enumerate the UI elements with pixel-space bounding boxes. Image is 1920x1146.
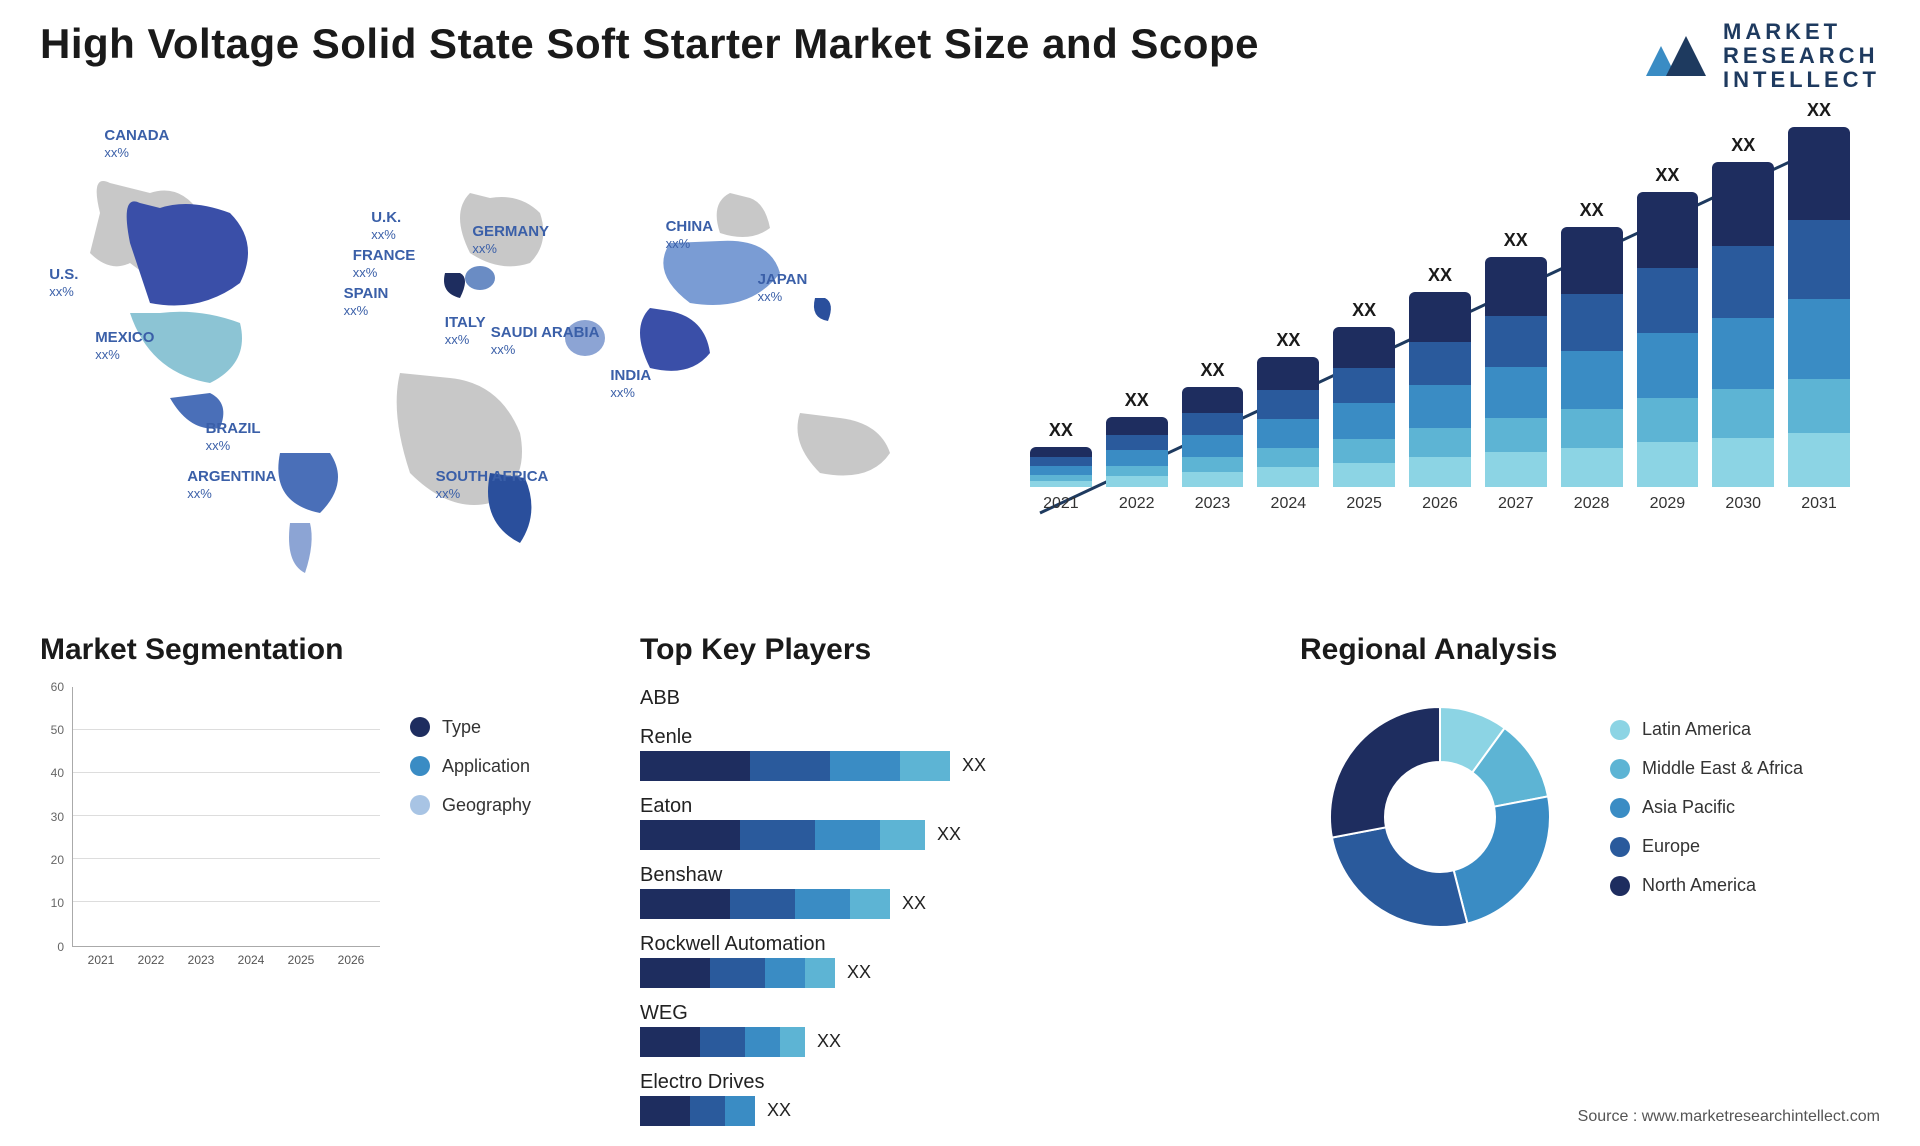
country-label: JAPANxx% <box>758 271 808 305</box>
growth-bar: XX2029 <box>1637 165 1699 513</box>
regional-legend: Latin America Middle East & Africa Asia Pa… <box>1610 719 1880 914</box>
country-label: MEXICOxx% <box>95 329 154 363</box>
country-label: U.K.xx% <box>371 209 401 243</box>
top-row: CANADAxx% U.S.xx% MEXICOxx% BRAZILxx% ARGENT… <box>40 113 1880 593</box>
country-label: SAUDI ARABIAxx% <box>491 324 600 358</box>
segmentation-title: Market Segmentation <box>40 633 600 667</box>
header: High Voltage Solid State Soft Starter Ma… <box>40 20 1880 93</box>
country-label: INDIAxx% <box>610 367 651 401</box>
player-row: WEGXX <box>640 1002 1260 1057</box>
growth-bar: XX2027 <box>1485 230 1547 513</box>
map-japan <box>814 298 831 321</box>
country-label: CANADAxx% <box>104 127 169 161</box>
world-map-section: CANADAxx% U.S.xx% MEXICOxx% BRAZILxx% ARGENT… <box>40 113 960 593</box>
donut-slice <box>1332 827 1467 927</box>
legend-item: North America <box>1610 875 1880 896</box>
donut-slice <box>1330 707 1440 838</box>
player-row: BenshawXX <box>640 864 1260 919</box>
map-argentina <box>289 523 312 573</box>
segmentation-section: Market Segmentation 0102030405060 202120… <box>40 633 600 1033</box>
growth-bar: XX2025 <box>1333 300 1395 513</box>
logo-icon <box>1641 26 1711 86</box>
growth-bar: XX2026 <box>1409 265 1471 513</box>
country-label: SPAINxx% <box>344 285 389 319</box>
growth-bar: XX2030 <box>1712 135 1774 513</box>
segmentation-legend: Type Application Geography <box>410 687 600 967</box>
legend-item: Europe <box>1610 836 1880 857</box>
country-label: CHINAxx% <box>666 218 714 252</box>
logo-line3: INTELLECT <box>1723 68 1880 92</box>
logo-text: MARKET RESEARCH INTELLECT <box>1723 20 1880 93</box>
map-india <box>640 308 710 371</box>
growth-bar: XX2022 <box>1106 390 1168 513</box>
map-brazil <box>278 453 338 513</box>
country-label: ITALYxx% <box>445 314 486 348</box>
source-text: Source : www.marketresearchintellect.com <box>1578 1108 1880 1126</box>
players-section: Top Key Players ABB RenleXX EatonXX Benshaw… <box>640 633 1260 1033</box>
legend-item: Middle East & Africa <box>1610 758 1880 779</box>
logo-line1: MARKET <box>1723 20 1880 44</box>
legend-item: Application <box>410 756 600 777</box>
country-label: SOUTH AFRICAxx% <box>436 468 549 502</box>
growth-chart: XX2021XX2022XX2023XX2024XX2025XX2026XX20… <box>1000 113 1880 593</box>
country-label: ARGENTINAxx% <box>187 468 276 502</box>
regional-donut <box>1300 687 1580 947</box>
map-canada <box>127 201 248 305</box>
country-label: U.S.xx% <box>49 266 78 300</box>
growth-bar: XX2031 <box>1788 100 1850 513</box>
growth-bar: XX2021 <box>1030 420 1092 513</box>
segmentation-chart: 0102030405060 202120222023202420252026 <box>40 687 380 967</box>
growth-bar: XX2023 <box>1182 360 1244 513</box>
player-row: RenleXX <box>640 726 1260 781</box>
player-row: EatonXX <box>640 795 1260 850</box>
donut-slice <box>1454 796 1550 923</box>
growth-bar: XX2024 <box>1257 330 1319 513</box>
legend-item: Type <box>410 717 600 738</box>
regional-section: Regional Analysis Latin America Middle Ea… <box>1300 633 1880 1033</box>
country-label: GERMANYxx% <box>472 223 549 257</box>
logo-line2: RESEARCH <box>1723 44 1880 68</box>
map-france <box>444 273 465 298</box>
player-row: Rockwell AutomationXX <box>640 933 1260 988</box>
legend-item: Asia Pacific <box>1610 797 1880 818</box>
player-row: Electro DrivesXX <box>640 1071 1260 1126</box>
growth-bar: XX2028 <box>1561 200 1623 513</box>
country-label: FRANCExx% <box>353 247 416 281</box>
country-label: BRAZILxx% <box>206 420 261 454</box>
legend-item: Geography <box>410 795 600 816</box>
regional-title: Regional Analysis <box>1300 633 1880 667</box>
page-title: High Voltage Solid State Soft Starter Ma… <box>40 20 1259 68</box>
map-germany <box>465 266 495 290</box>
player-row: ABB <box>640 687 1260 712</box>
players-title: Top Key Players <box>640 633 1260 667</box>
brand-logo: MARKET RESEARCH INTELLECT <box>1641 20 1880 93</box>
bottom-row: Market Segmentation 0102030405060 202120… <box>40 633 1880 1033</box>
legend-item: Latin America <box>1610 719 1880 740</box>
